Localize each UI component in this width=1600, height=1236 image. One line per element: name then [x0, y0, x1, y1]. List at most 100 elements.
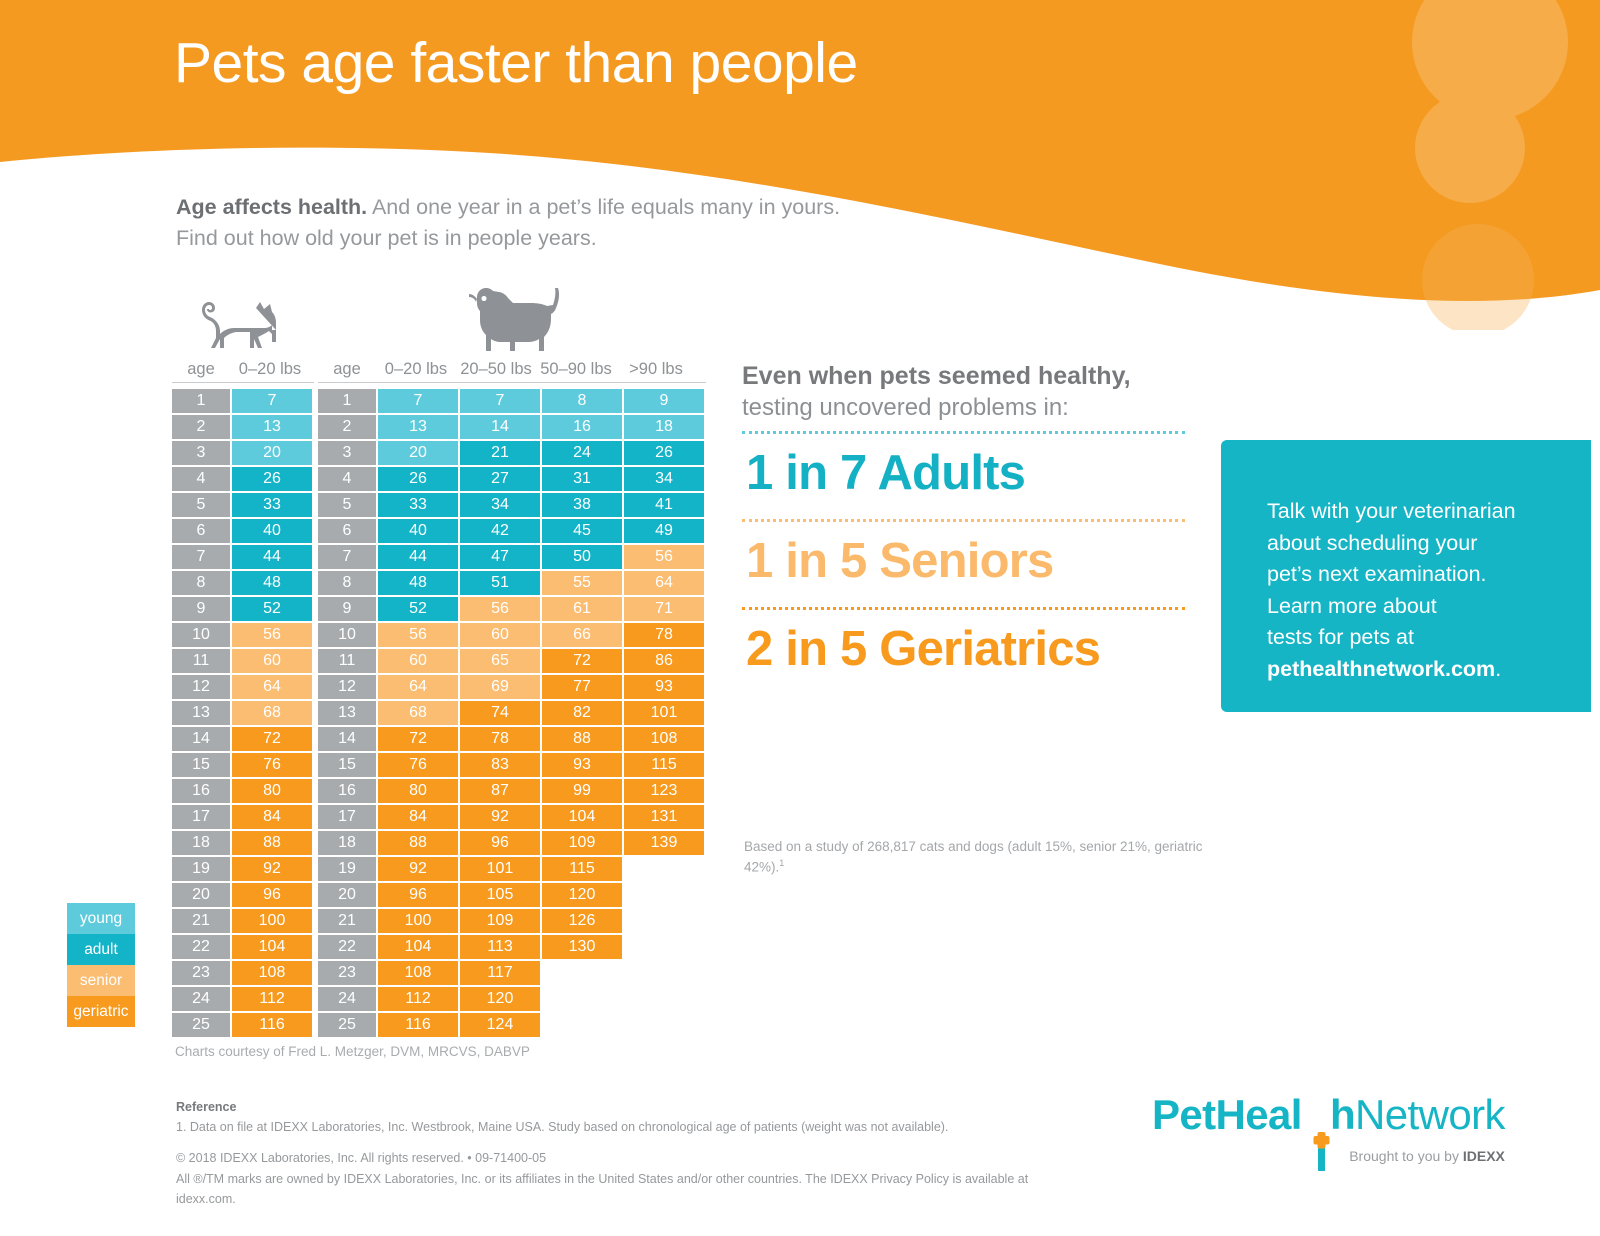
cat-age-cell: 23	[172, 961, 230, 986]
cat-age-cell: 1	[172, 389, 230, 414]
intro-lead: Age affects health.	[176, 195, 368, 219]
cat-value-cell: 48	[232, 571, 312, 596]
table-row: 19 92	[172, 857, 314, 882]
callout-line-4: Learn more about	[1267, 593, 1437, 618]
table-row: 16 80 87 99 123	[318, 779, 706, 804]
logo-bold-b: h	[1329, 1091, 1356, 1138]
table-row: 8 48 51 55 64	[318, 571, 706, 596]
cat-table-header: age 0–20 lbs	[172, 360, 314, 384]
dog-value-cell: 34	[624, 467, 704, 492]
dog-age-cell: 23	[318, 961, 376, 986]
dog-value-cell: 96	[378, 883, 458, 908]
cat-silhouette-icon	[196, 300, 286, 357]
dog-value-cell	[542, 961, 622, 985]
dog-value-cell: 120	[460, 987, 540, 1012]
dog-value-cell: 18	[624, 415, 704, 440]
study-note: Based on a study of 268,817 cats and dog…	[744, 838, 1214, 877]
table-row: 25 116	[172, 1013, 314, 1038]
table-row: 3 20 21 24 26	[318, 441, 706, 466]
dog-value-cell: 24	[542, 441, 622, 466]
cat-age-cell: 10	[172, 623, 230, 648]
cat-value-cell: 108	[232, 961, 312, 986]
dog-age-cell: 5	[318, 493, 376, 518]
veterinarian-callout: Talk with your veterinarian about schedu…	[1221, 440, 1591, 712]
table-row: 18 88	[172, 831, 314, 856]
footer: Reference 1. Data on file at IDEXX Labor…	[176, 1100, 1036, 1209]
logo-light: Network	[1355, 1091, 1505, 1138]
dog-value-cell: 71	[624, 597, 704, 622]
table-row: 24 112 120	[318, 987, 706, 1012]
dog-col-header: >90 lbs	[629, 360, 683, 378]
cat-value-cell: 84	[232, 805, 312, 830]
cat-value-cell: 92	[232, 857, 312, 882]
cat-value-cell: 96	[232, 883, 312, 908]
dog-value-cell: 51	[460, 571, 540, 596]
cat-value-cell: 72	[232, 727, 312, 752]
dog-silhouette-icon	[455, 283, 565, 360]
dog-value-cell	[542, 987, 622, 1011]
table-row: 6 40 42 45 49	[318, 519, 706, 544]
dog-value-cell: 130	[542, 935, 622, 960]
intro-paragraph: Age affects health. And one year in a pe…	[176, 192, 936, 255]
cat-age-cell: 14	[172, 727, 230, 752]
stat-seniors: 1 in 5 Seniors	[746, 534, 1054, 589]
stat-row-adults: 1 in 7 Adults	[742, 434, 1187, 511]
dog-age-cell: 13	[318, 701, 376, 726]
table-row: 21 100	[172, 909, 314, 934]
table-row: 23 108 117	[318, 961, 706, 986]
table-row: 14 72	[172, 727, 314, 752]
dog-value-cell: 38	[542, 493, 622, 518]
table-credit: Charts courtesy of Fred L. Metzger, DVM,…	[175, 1044, 530, 1059]
callout-link[interactable]: pethealthnetwork.com	[1267, 656, 1496, 681]
dog-value-cell: 26	[378, 467, 458, 492]
dog-value-cell: 21	[460, 441, 540, 466]
divider-seniors	[742, 519, 1185, 523]
divider-geriatrics	[742, 607, 1185, 611]
stats-headline-bold: Even when pets seemed healthy,	[742, 362, 1131, 390]
footer-legal: © 2018 IDEXX Laboratories, Inc. All righ…	[176, 1148, 1036, 1209]
dog-value-cell: 20	[378, 441, 458, 466]
table-row: 3 20	[172, 441, 314, 466]
logo-tagline: Brought to you by IDEXX	[1349, 1148, 1505, 1164]
dog-age-cell: 24	[318, 987, 376, 1012]
table-row: 13 68	[172, 701, 314, 726]
dog-age-cell: 21	[318, 909, 376, 934]
cat-col-header: age	[187, 360, 215, 378]
dog-value-cell: 108	[624, 727, 704, 752]
page-title: Pets age faster than people	[174, 31, 858, 95]
stats-panel: Even when pets seemed healthy, testing u…	[742, 360, 1187, 687]
dog-age-cell: 8	[318, 571, 376, 596]
dog-value-cell: 92	[378, 857, 458, 882]
dog-value-cell: 112	[378, 987, 458, 1012]
table-row: 21 100 109 126	[318, 909, 706, 934]
dog-value-cell	[624, 935, 704, 959]
dog-age-cell: 9	[318, 597, 376, 622]
cat-age-cell: 16	[172, 779, 230, 804]
dog-value-cell: 104	[542, 805, 622, 830]
life-stage-legend: young adult senior geriatric	[67, 903, 135, 1027]
cat-age-cell: 13	[172, 701, 230, 726]
table-row: 20 96 105 120	[318, 883, 706, 908]
pethealthnetwork-logo: PetHeal t hNetwork Brought to you by IDE…	[1152, 1091, 1505, 1171]
cat-value-cell: 20	[232, 441, 312, 466]
copyright-line: © 2018 IDEXX Laboratories, Inc. All righ…	[176, 1151, 547, 1166]
dog-col-header: 50–90 lbs	[540, 360, 612, 378]
study-note-text: Based on a study of 268,817 cats and dog…	[744, 839, 1203, 875]
table-row: 25 116 124	[318, 1013, 706, 1038]
table-row: 22 104	[172, 935, 314, 960]
intro-line2: Find out how old your pet is in people y…	[176, 226, 597, 251]
dog-value-cell: 40	[378, 519, 458, 544]
dog-value-cell: 41	[624, 493, 704, 518]
cat-age-cell: 18	[172, 831, 230, 856]
dog-value-cell: 56	[460, 597, 540, 622]
dog-value-cell	[624, 987, 704, 1011]
dog-value-cell: 14	[460, 415, 540, 440]
cat-age-table: age 0–20 lbs 1 7 2 13 3 20 4 26 5 33 6 40 7 44 8 48 9 52 10…	[172, 360, 314, 1039]
legend-item-senior: senior	[67, 965, 135, 996]
callout-link-suffix: .	[1495, 656, 1502, 681]
dog-value-cell: 101	[460, 857, 540, 882]
table-row: 13 68 74 82 101	[318, 701, 706, 726]
table-row: 14 72 78 88 108	[318, 727, 706, 752]
logo-tagline-prefix: Brought to you by	[1349, 1148, 1463, 1164]
dog-value-cell: 16	[542, 415, 622, 440]
